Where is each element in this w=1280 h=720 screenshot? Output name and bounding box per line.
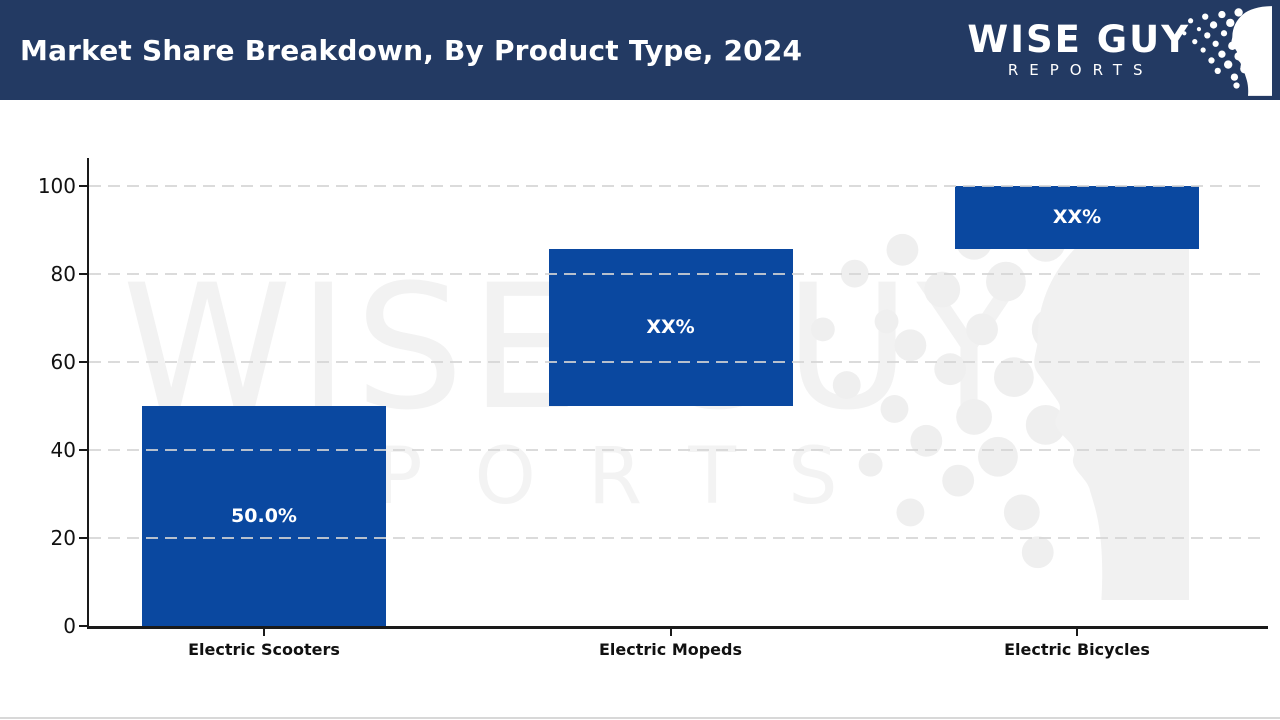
y-tick-mark-40 (79, 449, 87, 451)
x-tick-mark (1076, 629, 1078, 636)
bar-segment: 50.0% (142, 406, 386, 626)
logo-text: WISE GUY REPORTS (967, 18, 1190, 80)
y-axis-spine (87, 158, 89, 628)
y-tick-label-40: 40 (50, 438, 76, 462)
gridline-80 (89, 273, 1266, 275)
logo-wiseguy-text: WISE GUY (967, 18, 1190, 61)
bar-value-label: XX% (646, 316, 695, 339)
chart-title: Market Share Breakdown, By Product Type,… (20, 33, 803, 67)
gridline-60 (89, 361, 1266, 363)
y-tick-label-60: 60 (50, 350, 76, 374)
logo-reports-text: REPORTS (1007, 61, 1154, 79)
x-axis-category-label: Electric Scooters (188, 640, 340, 659)
x-tick-mark (669, 629, 672, 636)
x-tick-mark (263, 629, 265, 636)
gridline-20 (89, 537, 1266, 539)
y-tick-label-100: 100 (37, 174, 76, 198)
y-tick-mark-20 (79, 537, 87, 539)
x-axis-category-label: Electric Bicycles (1004, 640, 1150, 659)
y-tick-mark-0 (79, 625, 87, 627)
gridline-100 (89, 185, 1266, 187)
x-axis-spine (87, 626, 1268, 629)
bar-value-label: 50.0% (231, 505, 297, 527)
logo-face-icon (1182, 6, 1272, 96)
y-tick-label-0: 0 (63, 614, 76, 638)
bar-value-label: XX% (1052, 206, 1102, 229)
header-banner: Market Share Breakdown, By Product Type,… (0, 0, 1280, 100)
y-tick-mark-60 (79, 361, 87, 363)
x-axis-category-label: Electric Mopeds (598, 640, 743, 659)
bar-segment: XX% (548, 248, 793, 406)
y-tick-mark-100 (79, 185, 87, 187)
y-tick-label-80: 80 (50, 262, 76, 286)
y-tick-mark-80 (79, 273, 87, 275)
gridline-40 (89, 449, 1266, 451)
watermark-face-dots-icon (810, 210, 1189, 600)
bar-segment: XX% (955, 186, 1199, 249)
y-tick-label-20: 20 (50, 526, 76, 550)
wise-guy-reports-logo: WISE GUY REPORTS (967, 0, 1272, 100)
bottom-border-line (0, 717, 1280, 719)
